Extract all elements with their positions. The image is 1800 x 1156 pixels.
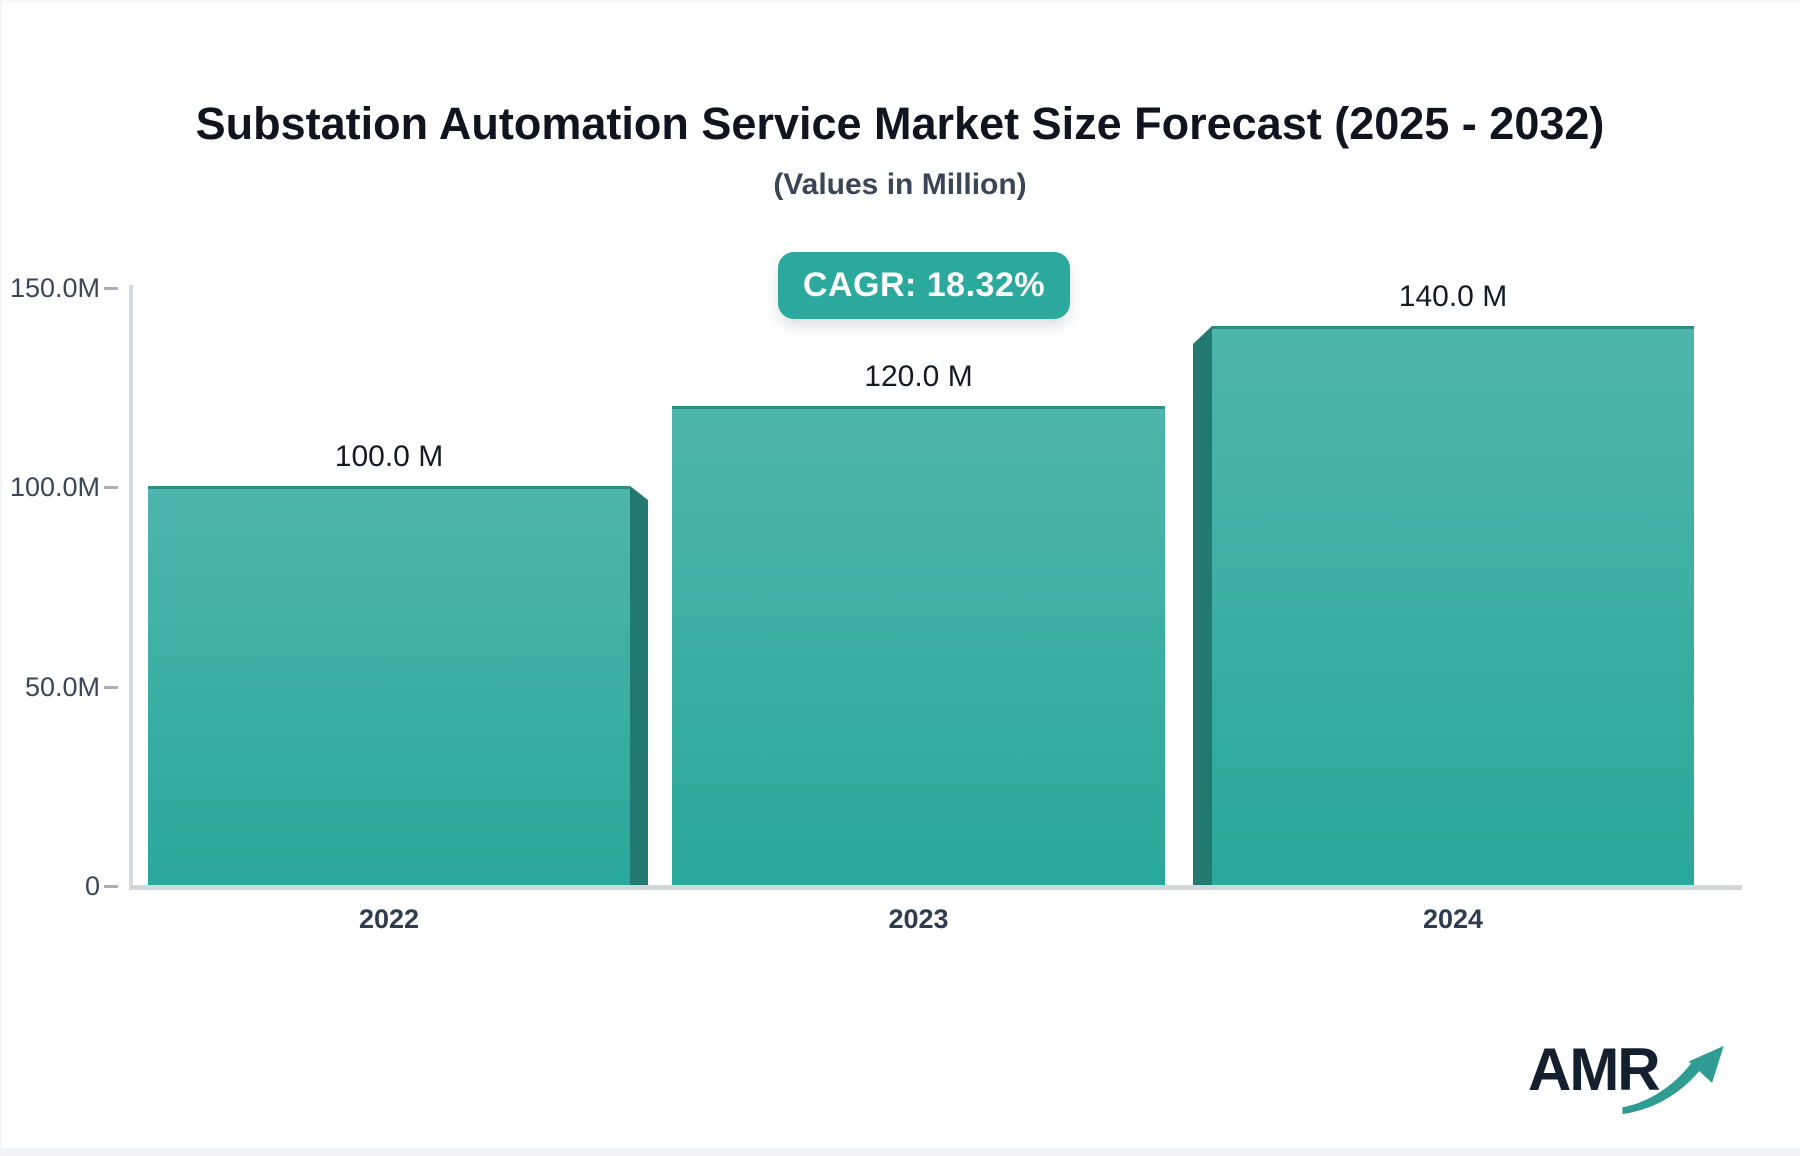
bar-2022: [148, 486, 630, 885]
bar-value-label-2023: 120.0 M: [864, 360, 973, 393]
cagr-badge-label: CAGR: 18.32%: [802, 266, 1046, 304]
y-tick-mark: [104, 486, 118, 489]
bar-2024-3d-side: [1193, 326, 1212, 885]
cagr-badge: CAGR: 18.32%: [778, 252, 1070, 319]
chart-subtitle: (Values in Million): [773, 168, 1027, 201]
x-tick-label-2023: 2023: [888, 904, 949, 934]
bar-value-label-2024: 140.0 M: [1398, 280, 1508, 313]
bar-value-label-2022: 100.0 M: [334, 440, 444, 473]
bar-2022-3d-side: [630, 486, 648, 885]
amr-logo-text: AMR: [1528, 1036, 1661, 1103]
bar-2023: [672, 406, 1165, 885]
page-border-top: [0, 0, 1800, 3]
y-tick-label: 150.0M: [9, 272, 100, 303]
amr-logo: AMR: [1528, 1032, 1724, 1122]
y-tick-label: 0: [84, 871, 100, 901]
page-border-left: [0, 0, 2, 1156]
y-tick-mark: [104, 286, 118, 290]
page-border-bottom: [0, 1148, 1800, 1156]
y-tick-mark: [104, 685, 118, 689]
x-tick-label-2022: 2022: [358, 904, 420, 934]
chart-title: Substation Automation Service Market Siz…: [195, 98, 1605, 149]
y-tick-label: 100.0M: [9, 472, 100, 502]
x-tick-label-2024: 2024: [1422, 904, 1484, 934]
x-axis-baseline: [129, 885, 1742, 890]
y-tick-mark: [104, 885, 118, 888]
bar-2024: [1212, 326, 1694, 885]
y-axis-line: [129, 285, 133, 885]
growth-arrow-icon: [1622, 1045, 1724, 1115]
y-tick-label: 50.0M: [24, 671, 100, 702]
